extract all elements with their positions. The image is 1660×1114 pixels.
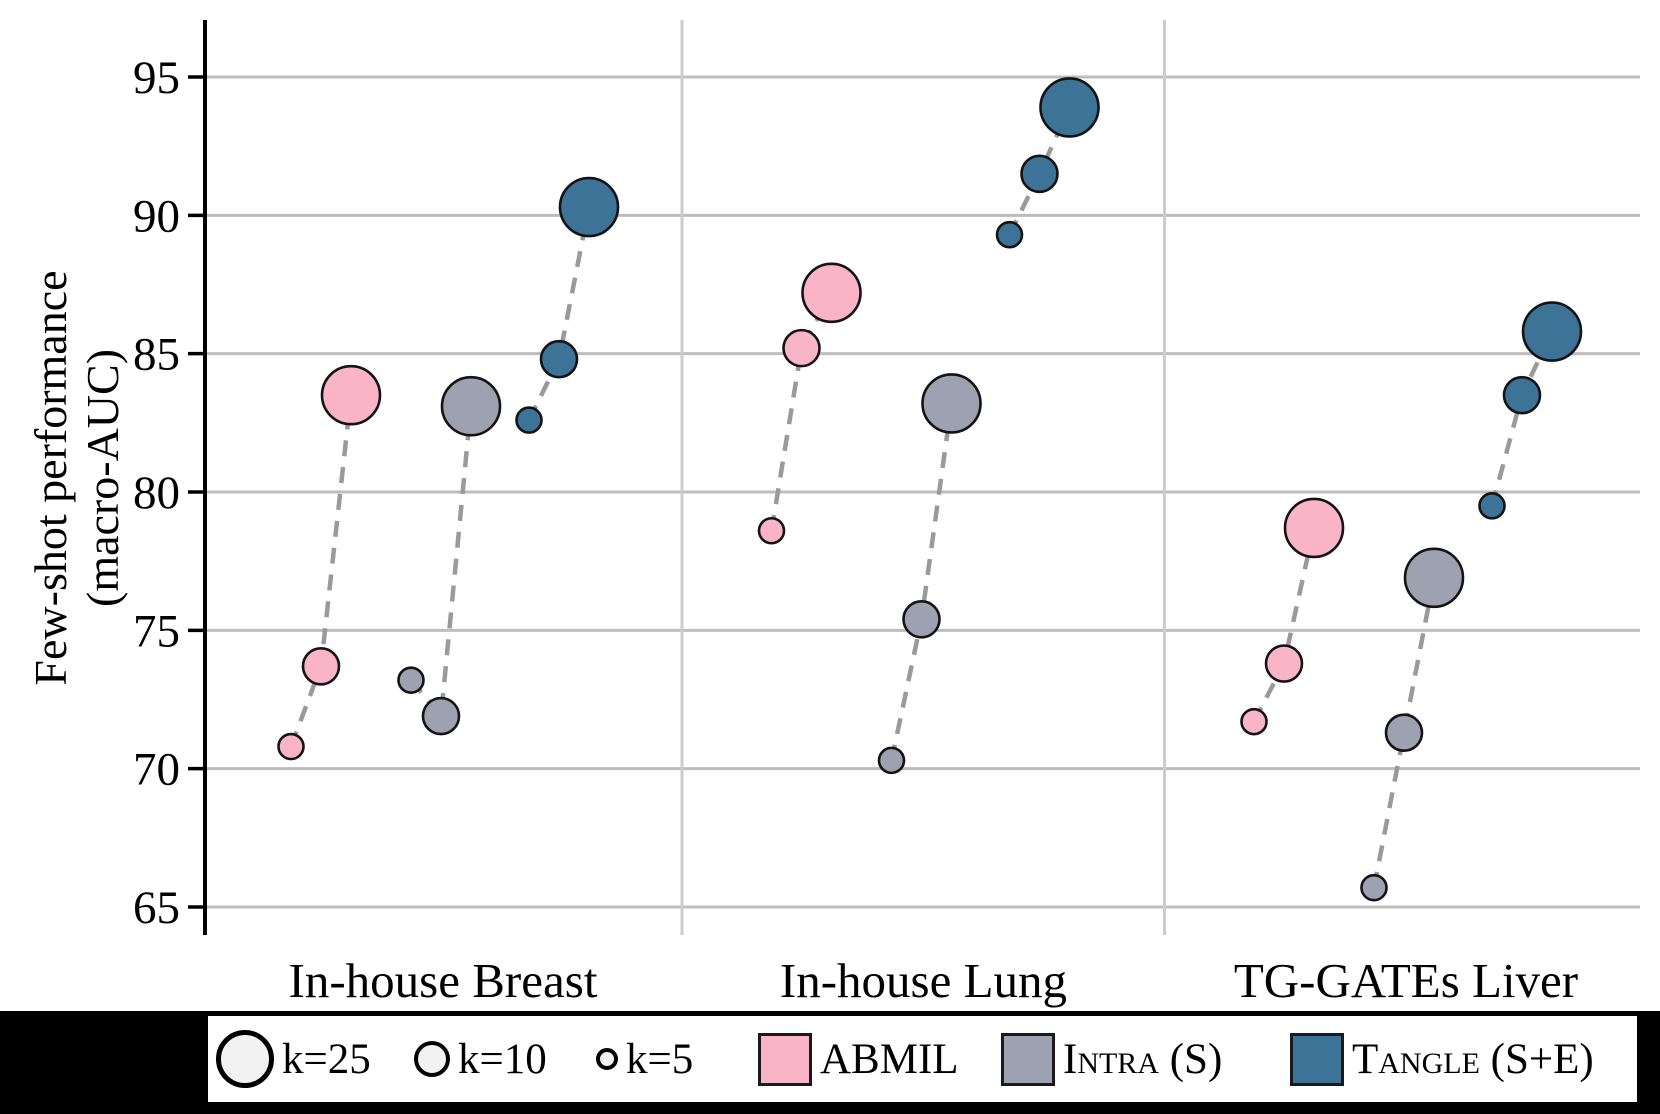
- bubble-k10: [421, 696, 461, 736]
- legend-label-k5: k=5: [626, 1035, 694, 1083]
- y-axis: 65 70 75 80 85 90 95: [133, 20, 207, 935]
- bubble-k25: [1039, 77, 1100, 138]
- legend-item-abmil: ABMIL: [758, 1016, 959, 1102]
- legend-label-k25: k=25: [282, 1035, 371, 1083]
- bubble-k25: [558, 176, 620, 238]
- y-tick-label-95: 95: [133, 52, 180, 104]
- connector: [1252, 527, 1317, 723]
- series-tangle-s-e-: [515, 77, 1583, 520]
- bubble-k10: [902, 599, 941, 639]
- y-tick-label-75: 75: [133, 605, 180, 657]
- bubble-k5: [757, 516, 786, 545]
- bubble-k25: [921, 373, 982, 434]
- legend-item-k25: k=25: [216, 1016, 371, 1102]
- bubble-k5: [1240, 707, 1268, 736]
- connector: [288, 394, 354, 748]
- bubble-k25: [1403, 547, 1465, 609]
- group-x-labels: In-house Breast In-house Lung TG-GATEs Liv…: [289, 953, 1579, 1008]
- intra-color-swatch-icon: [1001, 1032, 1055, 1086]
- connector: [526, 206, 592, 422]
- series-intra-s-: [397, 373, 1465, 902]
- panel-separators: [680, 20, 1166, 935]
- y-gridlines: [205, 75, 1640, 909]
- bubble-k5: [397, 666, 425, 694]
- bubble-k5: [515, 406, 543, 434]
- bubble-k10: [1020, 154, 1059, 194]
- connector: [889, 403, 954, 761]
- legend-label-intra: Intra (S): [1063, 1035, 1223, 1083]
- tangle-color-swatch-icon: [1290, 1032, 1344, 1086]
- bubble-k5: [1360, 873, 1388, 902]
- bubble-k10: [1264, 644, 1304, 683]
- bubble-k5: [995, 220, 1024, 249]
- legend-label-abmil: ABMIL: [820, 1035, 959, 1083]
- bubble-k10: [1384, 713, 1424, 753]
- legend-label-k10: k=10: [458, 1035, 547, 1083]
- y-tick-label-90: 90: [133, 190, 180, 242]
- y-axis-label: Few-shot performance(macro-AUC): [25, 270, 128, 685]
- group-label-1: In-house Breast: [289, 953, 598, 1008]
- y-tick-label-85: 85: [133, 329, 180, 381]
- legend-label-tangle: Tangle (S+E): [1352, 1035, 1594, 1083]
- y-tick-label-70: 70: [133, 744, 180, 796]
- group-label-2: In-house Lung: [780, 953, 1067, 1008]
- k25-size-circle-icon: [216, 1030, 274, 1088]
- legend-band: k=25 k=10 k=5 ABMIL Intra (S) Tangle (S+: [0, 1011, 1660, 1114]
- legend-item-intra: Intra (S): [1001, 1016, 1222, 1102]
- legend-item-k10: k=10: [414, 1016, 547, 1102]
- k5-size-circle-icon: [596, 1048, 618, 1070]
- bubble-k25: [1521, 301, 1583, 362]
- k10-size-circle-icon: [414, 1041, 450, 1077]
- abmil-color-swatch-icon: [758, 1032, 812, 1086]
- legend-item-tangle: Tangle (S+E): [1290, 1016, 1594, 1102]
- bubble-k10: [1502, 375, 1542, 415]
- connector: [769, 291, 834, 532]
- bubble-k5: [1478, 492, 1506, 520]
- group-label-3: TG-GATEs Liver: [1234, 953, 1578, 1008]
- bubble-k25: [1283, 497, 1345, 559]
- bubble-k25: [801, 262, 862, 324]
- bubble-k10: [782, 328, 821, 368]
- series-abmil: [277, 262, 1345, 761]
- connector: [409, 406, 474, 722]
- bubble-k10: [301, 647, 341, 686]
- legend-item-k5: k=5: [596, 1016, 693, 1102]
- legend: k=25 k=10 k=5 ABMIL Intra (S) Tangle (S+: [203, 1011, 1642, 1107]
- bubble-k10: [539, 339, 579, 379]
- bubble-k25: [440, 375, 502, 437]
- bubble-k5: [277, 732, 305, 761]
- y-tick-label-65: 65: [133, 882, 180, 934]
- bubble-k25: [320, 364, 382, 426]
- y-tick-label-80: 80: [133, 467, 180, 519]
- bubble-k5: [877, 746, 906, 775]
